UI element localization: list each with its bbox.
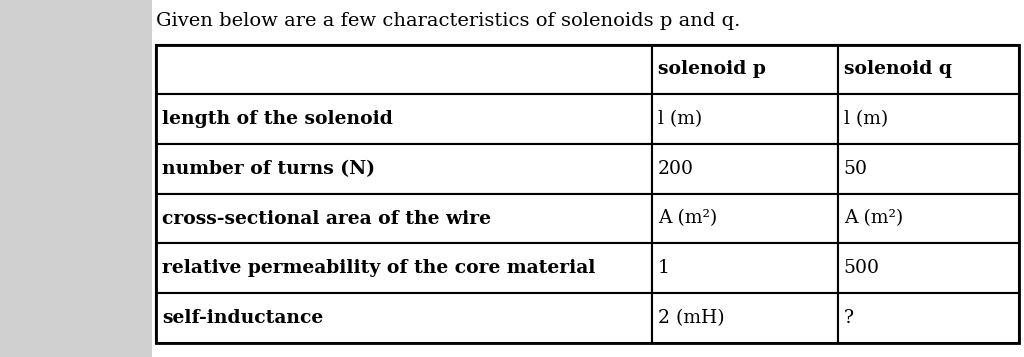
Text: l (m): l (m) [658, 110, 702, 128]
Bar [156, 243, 652, 293]
Text: length of the solenoid: length of the solenoid [162, 110, 392, 128]
Bar [156, 144, 652, 193]
Text: 200: 200 [658, 160, 694, 178]
Text: 2 (mH): 2 (mH) [658, 309, 725, 327]
Bar [838, 243, 1019, 293]
Text: A (m²): A (m²) [844, 210, 903, 227]
Text: number of turns (N): number of turns (N) [162, 160, 375, 178]
Text: l (m): l (m) [844, 110, 888, 128]
Text: self-inductance: self-inductance [162, 309, 323, 327]
Bar [156, 45, 1019, 343]
Bar [652, 94, 838, 144]
Bar [838, 94, 1019, 144]
Text: 1: 1 [658, 259, 670, 277]
Bar [0, 0, 152, 357]
Bar [156, 293, 652, 343]
Text: ?: ? [844, 309, 854, 327]
Bar [652, 293, 838, 343]
Bar [652, 45, 838, 94]
Text: solenoid p: solenoid p [658, 60, 766, 79]
Text: solenoid q: solenoid q [844, 60, 951, 79]
Text: A (m²): A (m²) [658, 210, 718, 227]
Bar [652, 193, 838, 243]
Bar [156, 94, 652, 144]
Bar [156, 193, 652, 243]
Bar [838, 45, 1019, 94]
Bar [652, 144, 838, 193]
Text: 50: 50 [844, 160, 867, 178]
Text: cross-sectional area of the wire: cross-sectional area of the wire [162, 210, 490, 227]
Bar [652, 243, 838, 293]
Bar [838, 293, 1019, 343]
Bar [838, 193, 1019, 243]
Bar [156, 45, 652, 94]
Text: relative permeability of the core material: relative permeability of the core materi… [162, 259, 595, 277]
Bar [838, 144, 1019, 193]
Text: 500: 500 [844, 259, 880, 277]
Text: Given below are a few characteristics of solenoids p and q.: Given below are a few characteristics of… [156, 12, 740, 30]
